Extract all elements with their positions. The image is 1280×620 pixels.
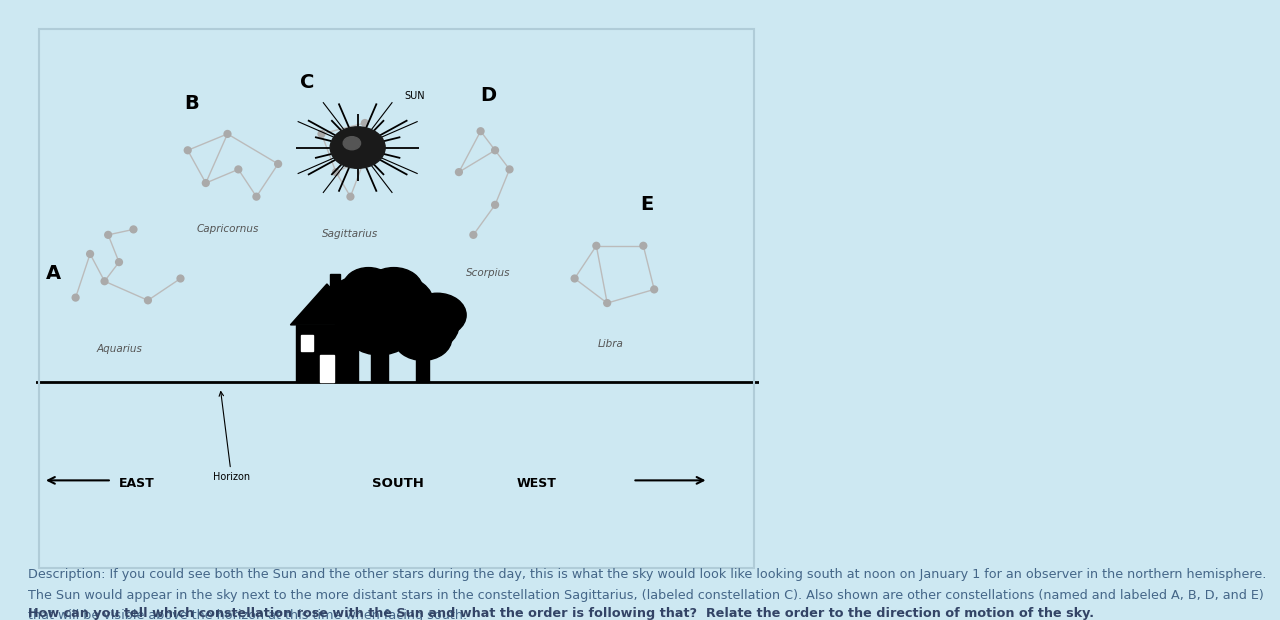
Text: WEST: WEST — [517, 477, 557, 490]
Circle shape — [343, 300, 416, 355]
Point — [596, 298, 617, 308]
Point — [123, 224, 143, 234]
Point — [228, 164, 248, 174]
Point — [99, 230, 118, 240]
Point — [138, 295, 159, 305]
Point — [463, 230, 484, 240]
Text: Aquarius: Aquarius — [96, 344, 142, 354]
Text: A: A — [46, 264, 61, 283]
Circle shape — [365, 268, 422, 311]
Circle shape — [329, 276, 394, 325]
Polygon shape — [291, 284, 364, 325]
Point — [485, 145, 506, 155]
Point — [311, 129, 332, 139]
Polygon shape — [301, 335, 314, 351]
Point — [109, 257, 129, 267]
Point — [95, 277, 115, 286]
Point — [340, 192, 361, 202]
Point — [644, 285, 664, 294]
Polygon shape — [320, 355, 334, 382]
Circle shape — [408, 293, 466, 337]
Point — [586, 241, 607, 250]
Text: B: B — [184, 94, 198, 113]
Polygon shape — [330, 274, 340, 306]
Point — [485, 200, 506, 210]
Point — [65, 293, 86, 303]
Text: Horizon: Horizon — [212, 392, 250, 482]
Polygon shape — [416, 350, 429, 382]
Text: How can you tell which constellation rose with the Sun and what the order is fol: How can you tell which constellation ros… — [28, 607, 1094, 620]
Text: Libra: Libra — [598, 339, 623, 348]
Circle shape — [330, 127, 385, 168]
Text: Capricornus: Capricornus — [196, 224, 259, 234]
Circle shape — [394, 317, 452, 360]
Text: SUN: SUN — [404, 91, 425, 101]
Point — [355, 154, 375, 164]
Text: D: D — [480, 86, 495, 105]
Point — [499, 164, 520, 174]
Circle shape — [361, 276, 434, 330]
Point — [196, 178, 216, 188]
Text: Scorpius: Scorpius — [466, 268, 511, 278]
Point — [369, 135, 389, 144]
Text: Sagittarius: Sagittarius — [323, 229, 379, 239]
Text: E: E — [640, 195, 654, 215]
Point — [449, 167, 470, 177]
Point — [246, 192, 266, 202]
Text: SOUTH: SOUTH — [371, 477, 424, 490]
Point — [218, 129, 238, 139]
Point — [355, 118, 375, 128]
Circle shape — [387, 298, 460, 352]
Point — [170, 273, 191, 283]
Point — [564, 273, 585, 283]
Point — [325, 167, 346, 177]
Circle shape — [333, 276, 426, 347]
Text: EAST: EAST — [119, 477, 155, 490]
Point — [79, 249, 100, 259]
Circle shape — [343, 268, 394, 306]
Text: C: C — [300, 73, 314, 92]
Point — [178, 145, 198, 155]
Circle shape — [343, 136, 361, 150]
Text: Description: If you could see both the Sun and the other stars during the day, t: Description: If you could see both the S… — [28, 569, 1266, 620]
Point — [634, 241, 654, 250]
Circle shape — [383, 295, 434, 333]
Polygon shape — [296, 325, 357, 382]
Point — [470, 126, 490, 136]
Point — [268, 159, 288, 169]
Polygon shape — [371, 344, 388, 382]
